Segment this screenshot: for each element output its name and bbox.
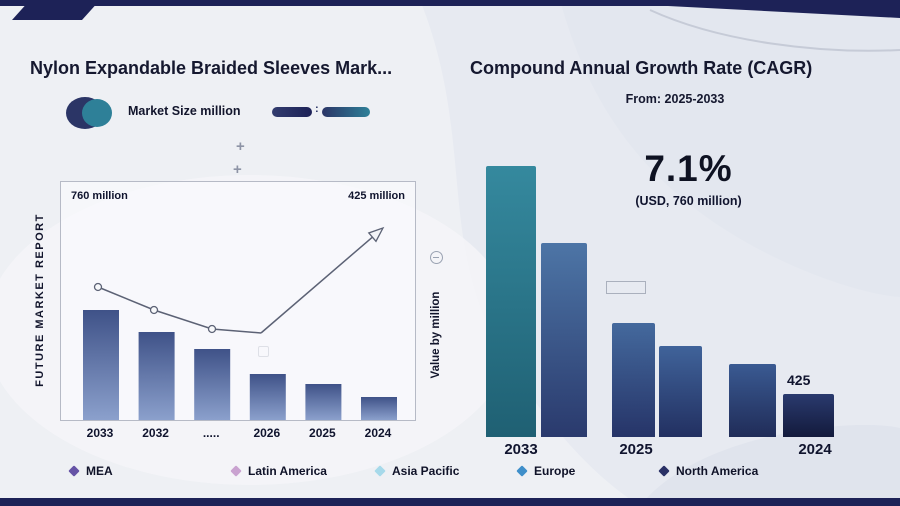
plus-icon: + — [233, 161, 242, 178]
market-size-chart-canvas — [83, 226, 397, 420]
end-value-annotation: 425 million — [348, 190, 405, 202]
legend-label: North America — [676, 464, 759, 478]
cagr-caption: (USD, 760 million) — [635, 194, 742, 208]
x-axis-label: 2033 — [86, 426, 114, 440]
pill-navy — [272, 107, 312, 117]
legend-marker-icon — [516, 465, 528, 477]
legend-item-latin-america: Latin America — [230, 464, 327, 478]
pill-teal — [321, 107, 370, 117]
y-axis-label: Value by million — [430, 291, 442, 379]
trend-marker — [149, 305, 159, 315]
legend-item-asia-pacific: Asia Pacific — [374, 464, 460, 478]
x-axis-label: 2024 — [798, 441, 832, 458]
cagr-bar-2025 — [612, 323, 655, 437]
trend-line — [97, 286, 262, 334]
legend-label: MEA — [86, 464, 113, 478]
market-size-label: Market Size million — [128, 104, 241, 118]
legend-marker-icon — [374, 465, 386, 477]
x-axis-label: ..... — [202, 426, 220, 440]
cagr-bar-2033 — [486, 166, 536, 437]
legend-item-europe: Europe — [516, 464, 576, 478]
market-size-bar — [305, 384, 342, 420]
trend-marker — [93, 282, 103, 292]
cagr-value: 7.1% — [644, 148, 733, 189]
x-axis-label: 2032 — [142, 426, 169, 440]
legend-label: Latin America — [248, 464, 327, 478]
market-size-bar — [361, 397, 397, 420]
rectangle-decor — [606, 281, 646, 294]
trend-arrow-head — [367, 226, 385, 243]
legend-pills: : — [272, 104, 370, 122]
right-chart-title: Compound Annual Growth Rate (CAGR) — [470, 58, 813, 78]
trend-arrow-shaft — [260, 236, 373, 334]
right-x-axis: 2033 2025 2024 — [470, 441, 870, 461]
cagr-bar-2024 — [729, 364, 776, 437]
cagr-bar-2024 — [783, 394, 834, 437]
legend-marker-icon — [230, 465, 242, 477]
bar-value-label: 425 — [787, 372, 811, 388]
plus-icon: + — [236, 138, 245, 155]
cagr-chart — [470, 160, 860, 437]
start-value-annotation: 760 million — [71, 190, 128, 202]
cagr-bar-2025 — [659, 346, 702, 437]
pill-separator: : — [315, 103, 319, 115]
watermark-vertical: FUTURE MARKET REPORT — [34, 213, 46, 387]
left-chart-title: Nylon Expandable Braided Sleeves Mark... — [30, 58, 393, 78]
market-size-chart: 760 million 425 million — [60, 181, 416, 421]
circle-minus-icon — [430, 251, 443, 264]
cagr-block: 7.1% (USD, 760 million) — [586, 148, 791, 208]
market-size-bar — [138, 332, 175, 420]
market-size-bar — [194, 349, 231, 420]
legend-marker-icon — [68, 465, 80, 477]
left-x-axis: 2033 2032..... 2026 2025 2024 — [60, 426, 416, 446]
legend-marker-icon — [658, 465, 670, 477]
x-axis-label: 2026 — [253, 426, 281, 440]
market-size-bar — [249, 374, 286, 420]
x-axis-label: 2024 — [364, 426, 392, 440]
market-size-bar — [83, 310, 119, 420]
right-chart-subtitle: From: 2025-2033 — [625, 92, 725, 106]
x-axis-label: 2025 — [619, 441, 653, 458]
legend-item-north-america: North America — [658, 464, 759, 478]
legend-item-mea: MEA — [68, 464, 113, 478]
x-axis-label: 2033 — [504, 441, 538, 458]
trend-marker — [207, 324, 217, 334]
legend-label: Europe — [534, 464, 576, 478]
cagr-bar-2033 — [541, 243, 587, 437]
market-size-icon — [66, 97, 112, 129]
legend-label: Asia Pacific — [392, 464, 460, 478]
x-axis-label: 2025 — [309, 426, 336, 440]
